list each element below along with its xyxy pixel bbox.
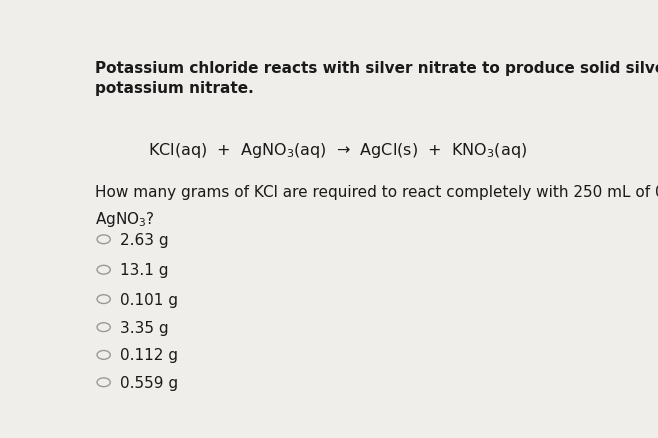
Text: 2.63 g: 2.63 g [120,232,169,247]
Text: 3.35 g: 3.35 g [120,320,169,335]
Text: 13.1 g: 13.1 g [120,263,169,278]
Text: 0.559 g: 0.559 g [120,375,178,390]
Text: KCl(aq)  +  AgNO$_3$(aq)  →  AgCl(s)  +  KNO$_3$(aq): KCl(aq) + AgNO$_3$(aq) → AgCl(s) + KNO$_… [147,140,527,159]
Text: Potassium chloride reacts with silver nitrate to produce solid silver chloride a: Potassium chloride reacts with silver ni… [95,61,658,96]
Text: 0.101 g: 0.101 g [120,292,178,307]
Text: 0.112 g: 0.112 g [120,348,178,363]
Text: How many grams of KCl are required to react completely with 250 mL of 0.030 M: How many grams of KCl are required to re… [95,184,658,199]
Text: AgNO$_3$?: AgNO$_3$? [95,209,155,228]
